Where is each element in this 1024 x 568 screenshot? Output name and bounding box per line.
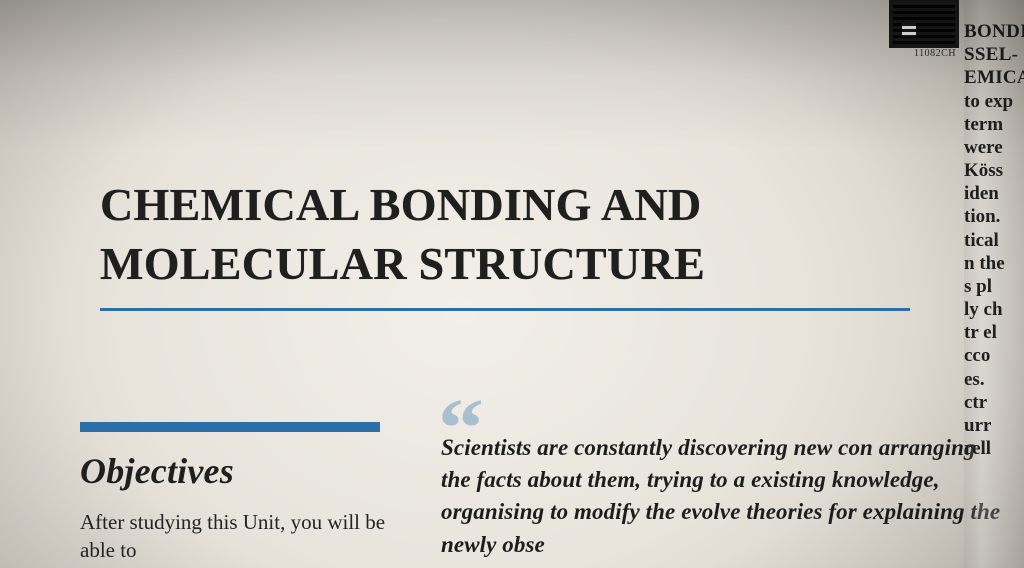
edge-fragment: BONDIN bbox=[964, 20, 1024, 43]
qr-pattern bbox=[893, 4, 955, 44]
edge-fragment: cco bbox=[964, 344, 1024, 367]
qr-code bbox=[889, 0, 959, 48]
chapter-title: CHEMICAL BONDING AND MOLECULAR STRUCTURE bbox=[100, 176, 705, 294]
edge-fragment: tion. bbox=[964, 205, 1024, 228]
textbook-page-photo: 11082CH CHEMICAL BONDING AND MOLECULAR S… bbox=[0, 0, 1024, 568]
edge-fragment: rell bbox=[964, 437, 1024, 460]
intro-quote-paragraph: Scientists are constantly discovering ne… bbox=[441, 432, 1001, 561]
objectives-intro-text: After studying this Unit, you will be ab… bbox=[80, 508, 420, 565]
edge-fragment: n the bbox=[964, 252, 1024, 275]
edge-fragment: iden bbox=[964, 182, 1024, 205]
edge-fragment: to exp bbox=[964, 90, 1024, 113]
edge-fragment: EMICA bbox=[964, 66, 1024, 89]
objectives-heading: Objectives bbox=[80, 450, 234, 492]
edge-fragment: term bbox=[964, 113, 1024, 136]
photo-top-shade bbox=[0, 0, 1024, 150]
edge-fragment: es. bbox=[964, 368, 1024, 391]
edge-fragment: were bbox=[964, 136, 1024, 159]
edge-fragment: ly ch bbox=[964, 298, 1024, 321]
edge-fragment: s pl bbox=[964, 275, 1024, 298]
edge-fragment: urr bbox=[964, 414, 1024, 437]
chapter-title-line-1: CHEMICAL BONDING AND bbox=[100, 176, 705, 235]
title-underline-rule bbox=[100, 308, 910, 311]
edge-fragment: Köss bbox=[964, 159, 1024, 182]
edge-fragment: ctr bbox=[964, 391, 1024, 414]
qr-caption: 11082CH bbox=[914, 48, 956, 59]
adjacent-page-edge: BONDIN SSEL- EMICA to exp term were Köss… bbox=[964, 0, 1024, 568]
chapter-title-line-2: MOLECULAR STRUCTURE bbox=[100, 235, 705, 294]
edge-fragment: tical bbox=[964, 229, 1024, 252]
objectives-accent-bar bbox=[80, 422, 380, 432]
edge-fragment: SSEL- bbox=[964, 43, 1024, 66]
edge-fragment: tr el bbox=[964, 321, 1024, 344]
